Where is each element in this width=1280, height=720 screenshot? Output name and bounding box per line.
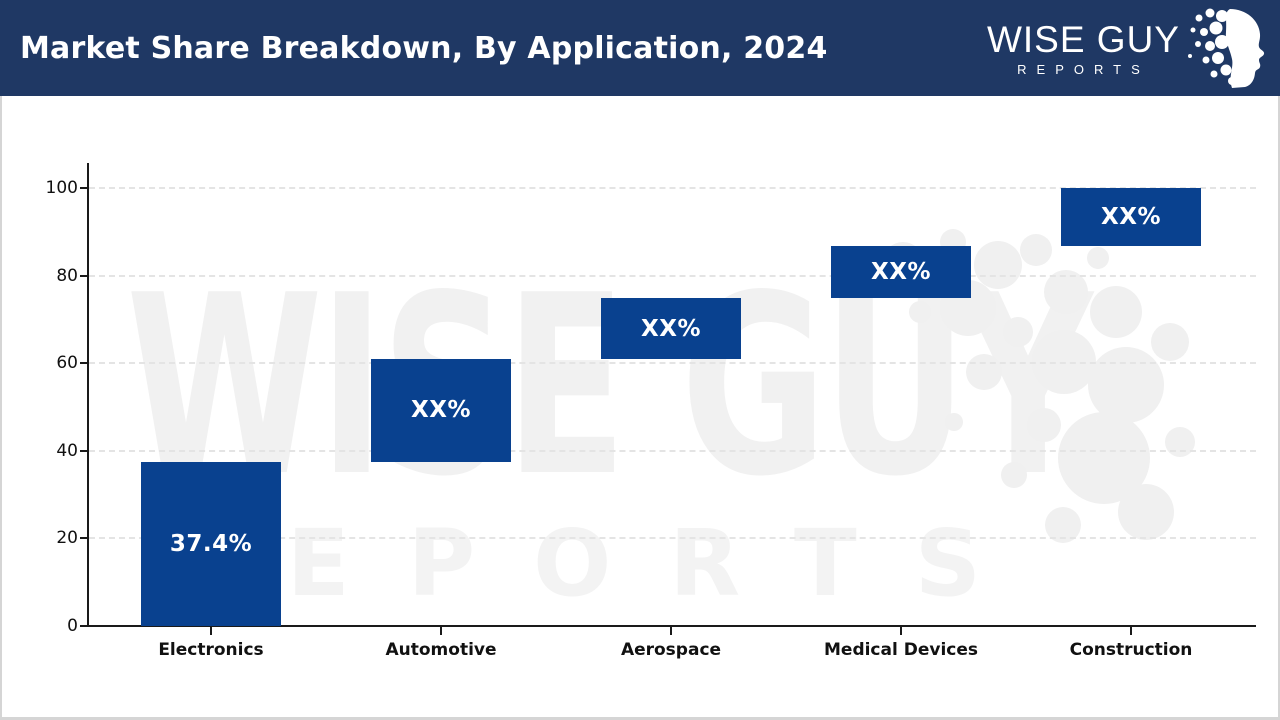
watermark-reports-text: REPORTS [158, 510, 1040, 617]
x-tick-mark-5 [1130, 627, 1132, 635]
y-axis-spine [87, 163, 89, 627]
bar-value-label: XX% [410, 397, 471, 424]
x-axis-spine [86, 625, 1256, 627]
gridline-60 [89, 362, 1256, 365]
y-tick-mark-0 [80, 625, 88, 627]
gridline-20 [89, 537, 1256, 540]
brand-name: WISE GUY [986, 18, 1180, 60]
page-border-bottom [0, 717, 1280, 720]
category-label-aerospace: Aerospace [620, 640, 722, 660]
y-tick-label-60: 60 [56, 353, 78, 374]
y-tick-mark-60 [80, 362, 88, 365]
brand-logo-text: WISE GUY REPORTS [987, 21, 1180, 76]
bar-value-label: XX% [1100, 203, 1161, 230]
y-tick-mark-20 [80, 537, 88, 540]
bar-automotive: XX% [371, 358, 511, 463]
brand-head-icon [1188, 8, 1265, 88]
category-label-electronics: Electronics [158, 640, 264, 660]
gridline-100 [89, 187, 1256, 189]
page-title: Market Share Breakdown, By Application, … [20, 30, 828, 66]
y-tick-label-100: 100 [45, 178, 78, 198]
bar-aerospace: XX% [601, 298, 741, 359]
bar-value-label: XX% [640, 315, 701, 342]
category-label-automotive: Automotive [385, 640, 497, 660]
y-tick-label-20: 20 [56, 528, 78, 549]
x-tick-mark-4 [900, 627, 902, 635]
gridline-40 [89, 449, 1256, 452]
x-tick-mark-1 [210, 627, 212, 635]
x-tick-mark-3 [670, 627, 672, 635]
x-tick-mark-2 [440, 627, 442, 635]
page-border-right [1278, 96, 1280, 718]
y-tick-label-40: 40 [56, 440, 78, 461]
y-tick-label-0: 0 [67, 616, 78, 636]
category-label-medical-devices: Medical Devices [823, 640, 979, 660]
page-border-left [0, 96, 2, 718]
brand-logo: WISE GUY REPORTS [987, 6, 1266, 90]
y-tick-mark-40 [80, 449, 88, 452]
bar-construction: XX% [1061, 188, 1201, 246]
bar-medical-devices: XX% [831, 245, 971, 299]
watermark-head-dots [883, 229, 1195, 543]
gridline-80 [89, 274, 1256, 277]
category-label-construction: Construction [1069, 640, 1193, 660]
header-band: Market Share Breakdown, By Application, … [0, 0, 1280, 96]
bar-value-label: 37.4% [169, 531, 253, 558]
y-tick-mark-80 [80, 274, 88, 277]
y-tick-label-80: 80 [56, 265, 78, 286]
y-tick-mark-100 [80, 187, 88, 189]
brand-subname: REPORTS [1017, 61, 1150, 77]
bar-value-label: XX% [870, 259, 931, 286]
bar-electronics: 37.4% [141, 462, 281, 626]
